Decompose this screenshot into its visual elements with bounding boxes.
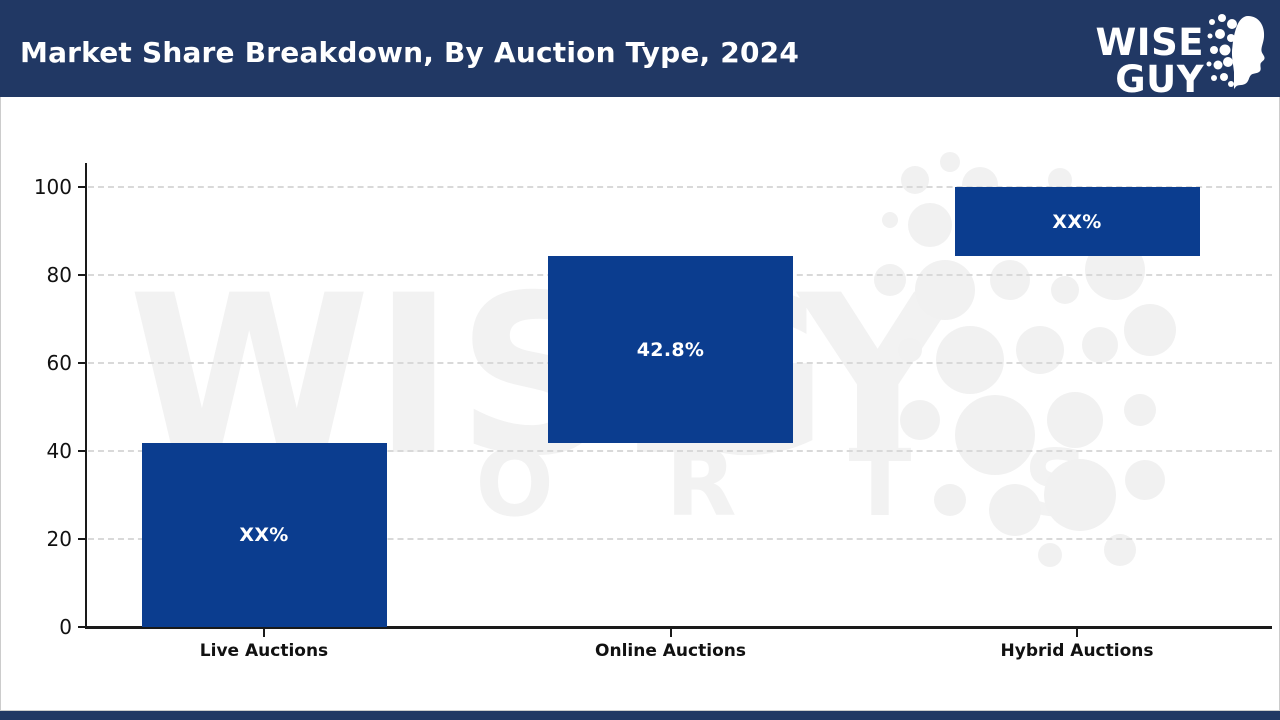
bar-value-label: XX% [1052,210,1102,233]
y-tick-mark [78,186,86,188]
y-tick-mark [78,274,86,276]
logo-subtitle: REPORTS [1088,101,1210,115]
y-tick-label: 40 [46,439,72,463]
wise-guy-reports-logo: WISE GUY REPORTS [1016,6,1266,115]
y-tick-label: 0 [59,615,72,639]
y-tick-label: 60 [46,351,72,375]
logo-text: WISE GUY REPORTS [1016,24,1204,115]
y-tick-mark [78,362,86,364]
dotted-face-profile-icon [1206,14,1265,89]
page-title: Market Share Breakdown, By Auction Type,… [20,36,800,69]
y-tick-mark [78,538,86,540]
header-banner: Market Share Breakdown, By Auction Type,… [0,0,1280,115]
gridline [88,450,1272,452]
gridline [88,186,1272,188]
gridline [88,538,1272,540]
x-category-label: Online Auctions [595,641,746,661]
bar: XX% [141,443,387,627]
x-tick-mark [669,629,672,637]
x-tick-mark [1076,629,1078,637]
bar: 42.8% [548,256,793,444]
logo-wordmark: WISE GUY [1095,21,1204,101]
bottom-border [0,710,1280,711]
bar: XX% [954,187,1200,257]
y-tick-mark [78,626,86,628]
chart-plot-area: 0 20 40 60 80 100 XX% Live Auctions 42.8% Online … [0,97,1280,711]
y-tick-label: 20 [46,527,72,551]
footer-banner [0,711,1280,720]
x-axis-line [85,626,1272,629]
bar-value-label: XX% [239,524,289,547]
x-category-label: Live Auctions [199,641,329,661]
x-tick-mark [263,629,265,637]
y-tick-mark [78,450,86,452]
y-tick-label: 80 [46,263,72,287]
x-category-label: Hybrid Auctions [1000,641,1154,661]
y-axis-line [85,163,87,628]
left-border [0,97,1,711]
bar-value-label: 42.8% [636,338,705,361]
y-tick-label: 100 [33,175,72,199]
